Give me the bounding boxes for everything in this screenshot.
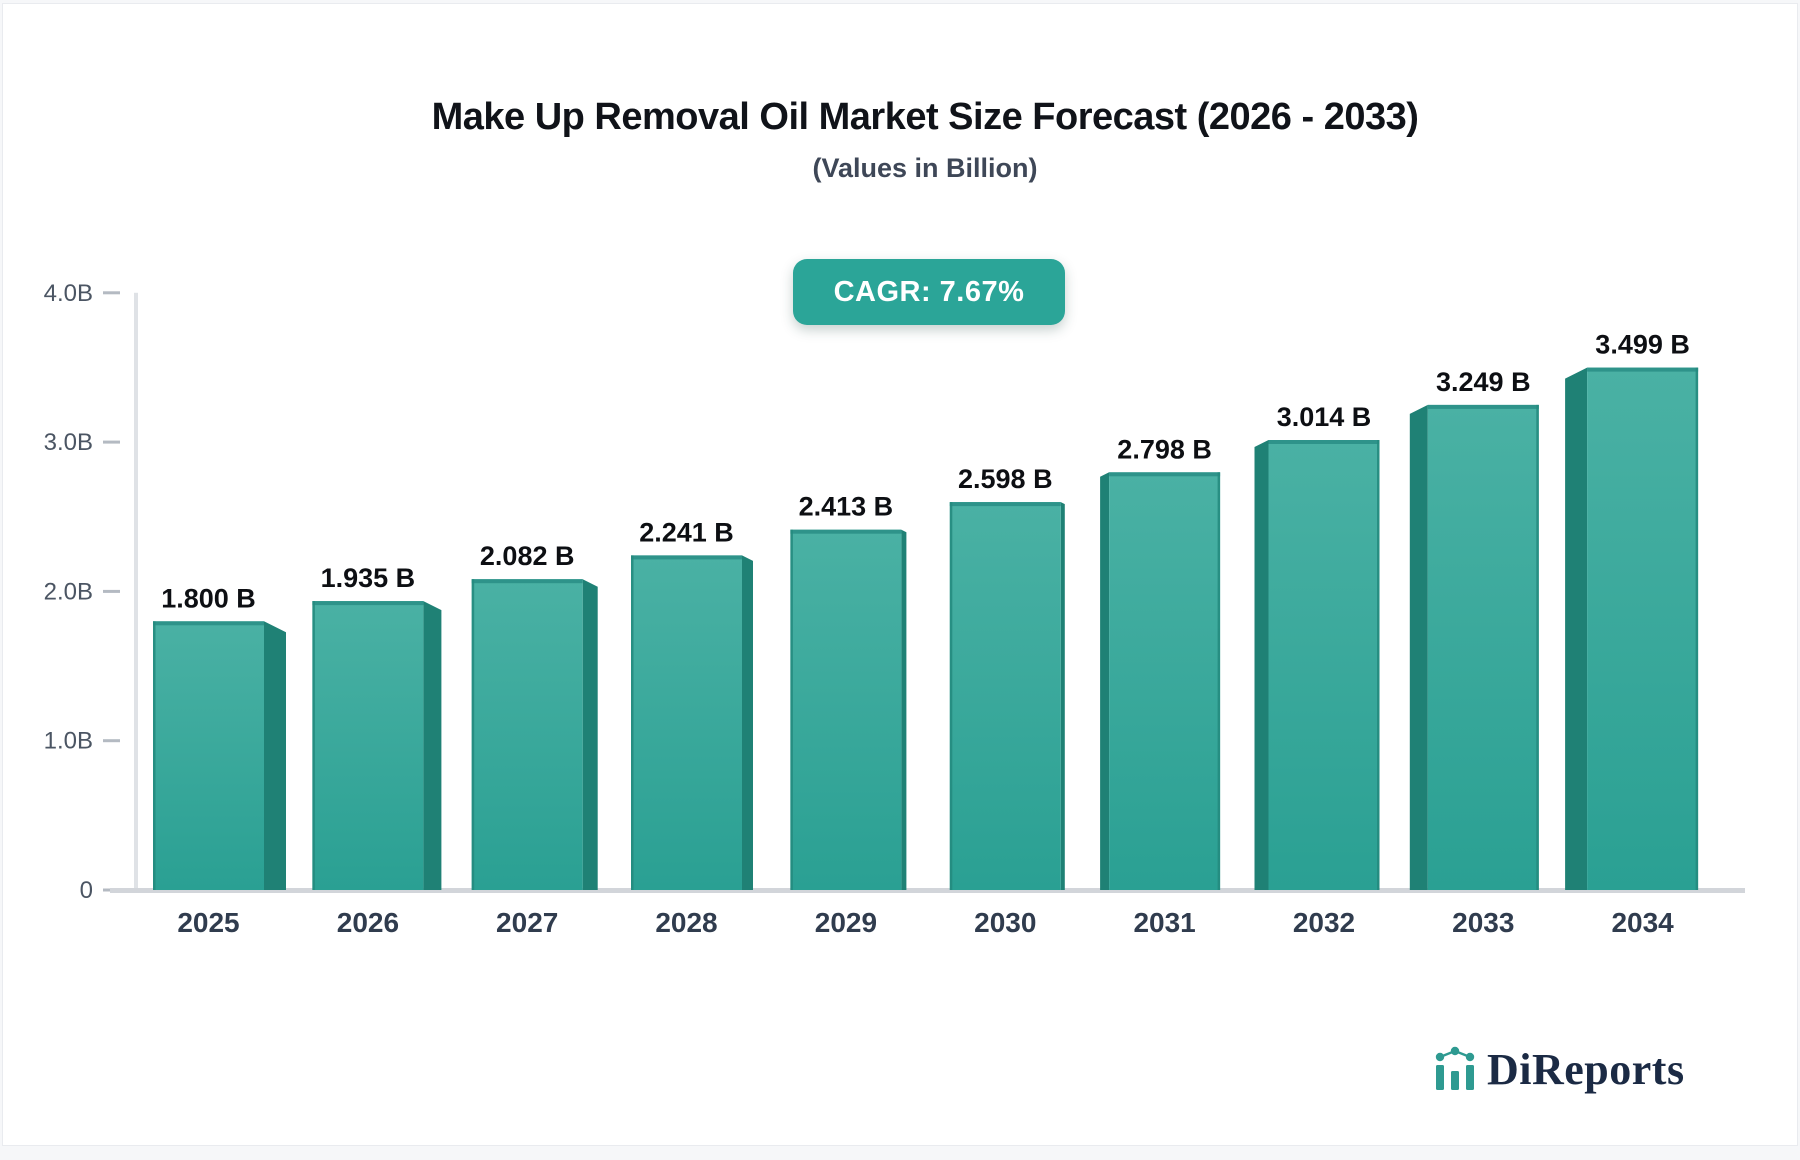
x-axis-label: 2027: [496, 907, 558, 938]
bar-chart: 0 1.0B 2.0B 3.0B 4.0B 1.800 B 2025 1.935 B 2026 2…: [3, 4, 1800, 1160]
bar-value-label: 3.014 B: [1277, 402, 1372, 432]
bar-face: [472, 579, 583, 890]
y-tick-dash: [103, 291, 120, 294]
bar-value-label: 1.800 B: [161, 583, 256, 613]
bar-face: [1269, 440, 1380, 890]
bar-side: [901, 530, 906, 890]
bar-edge-line: [1696, 368, 1699, 890]
bar-top-edge: [312, 601, 423, 605]
bar-value-label: 2.598 B: [958, 464, 1053, 494]
y-tick-label: 1.0B: [44, 728, 93, 755]
y-tick-label: 3.0B: [44, 429, 93, 456]
bar-value-label: 2.798 B: [1117, 434, 1212, 464]
y-tick-label: 4.0B: [44, 280, 93, 307]
bar-side: [264, 621, 286, 890]
x-axis-label: 2033: [1452, 907, 1514, 938]
bar-edge-line: [472, 579, 475, 890]
bar-value-label: 2.241 B: [639, 517, 734, 547]
bar-edge-line: [1536, 405, 1539, 890]
bar-value-label: 2.082 B: [480, 541, 575, 571]
bar-top-edge: [1587, 368, 1698, 372]
bar-face: [312, 601, 423, 890]
bar-edge-line: [790, 530, 793, 890]
bar-side: [1061, 502, 1065, 890]
bar-edge-line: [1377, 440, 1380, 890]
bar-top-edge: [472, 579, 583, 583]
y-tick-dash: [103, 590, 120, 593]
bar-side: [742, 555, 753, 890]
bar-value-label: 2.413 B: [799, 492, 894, 522]
y-tick-label: 0: [80, 877, 93, 904]
y-tick-label: 2.0B: [44, 578, 93, 605]
bar-edge-line: [1218, 472, 1221, 890]
bar-top-edge: [1428, 405, 1539, 409]
bar-edge-line: [153, 621, 156, 890]
direports-logo-icon: [1433, 1046, 1479, 1092]
bar-value-label: 3.249 B: [1436, 367, 1531, 397]
bar-side: [423, 601, 441, 890]
bar-side: [583, 579, 598, 890]
x-axis-label: 2031: [1133, 907, 1195, 938]
bar-top-edge: [1109, 472, 1220, 476]
bar-face: [1587, 368, 1698, 890]
x-axis-label: 2034: [1611, 907, 1674, 938]
bar-face: [1109, 472, 1220, 890]
bar-side: [1255, 440, 1269, 890]
bar-face: [153, 621, 264, 890]
bar-edge-line: [950, 502, 953, 890]
chart-card: Make Up Removal Oil Market Size Forecast…: [2, 3, 1798, 1146]
bar-top-edge: [153, 621, 264, 625]
bar-top-edge: [631, 555, 742, 559]
y-tick-dash: [103, 441, 120, 444]
x-axis-label: 2026: [337, 907, 399, 938]
x-axis-label: 2028: [655, 907, 717, 938]
bar-face: [790, 530, 901, 890]
brand-logo: DiReports: [1433, 1040, 1685, 1098]
bar-value-label: 1.935 B: [321, 563, 416, 593]
y-tick-dash: [103, 739, 120, 742]
x-axis-label: 2025: [177, 907, 239, 938]
bar-side: [1565, 368, 1587, 890]
brand-name: DiReports: [1487, 1044, 1685, 1095]
bar-face: [631, 555, 742, 890]
bar-face: [950, 502, 1061, 890]
bar-side: [1410, 405, 1428, 890]
bar-top-edge: [790, 530, 901, 534]
y-axis-line: [134, 293, 138, 890]
x-axis-label: 2029: [815, 907, 877, 938]
bar-edge-line: [631, 555, 634, 890]
bar-top-edge: [950, 502, 1061, 506]
bar-value-label: 3.499 B: [1595, 330, 1690, 360]
bar-edge-line: [312, 601, 315, 890]
bar-face: [1428, 405, 1539, 890]
x-axis-label: 2030: [974, 907, 1036, 938]
x-axis-label: 2032: [1293, 907, 1355, 938]
bar-top-edge: [1269, 440, 1380, 444]
bar-side: [1100, 472, 1109, 890]
